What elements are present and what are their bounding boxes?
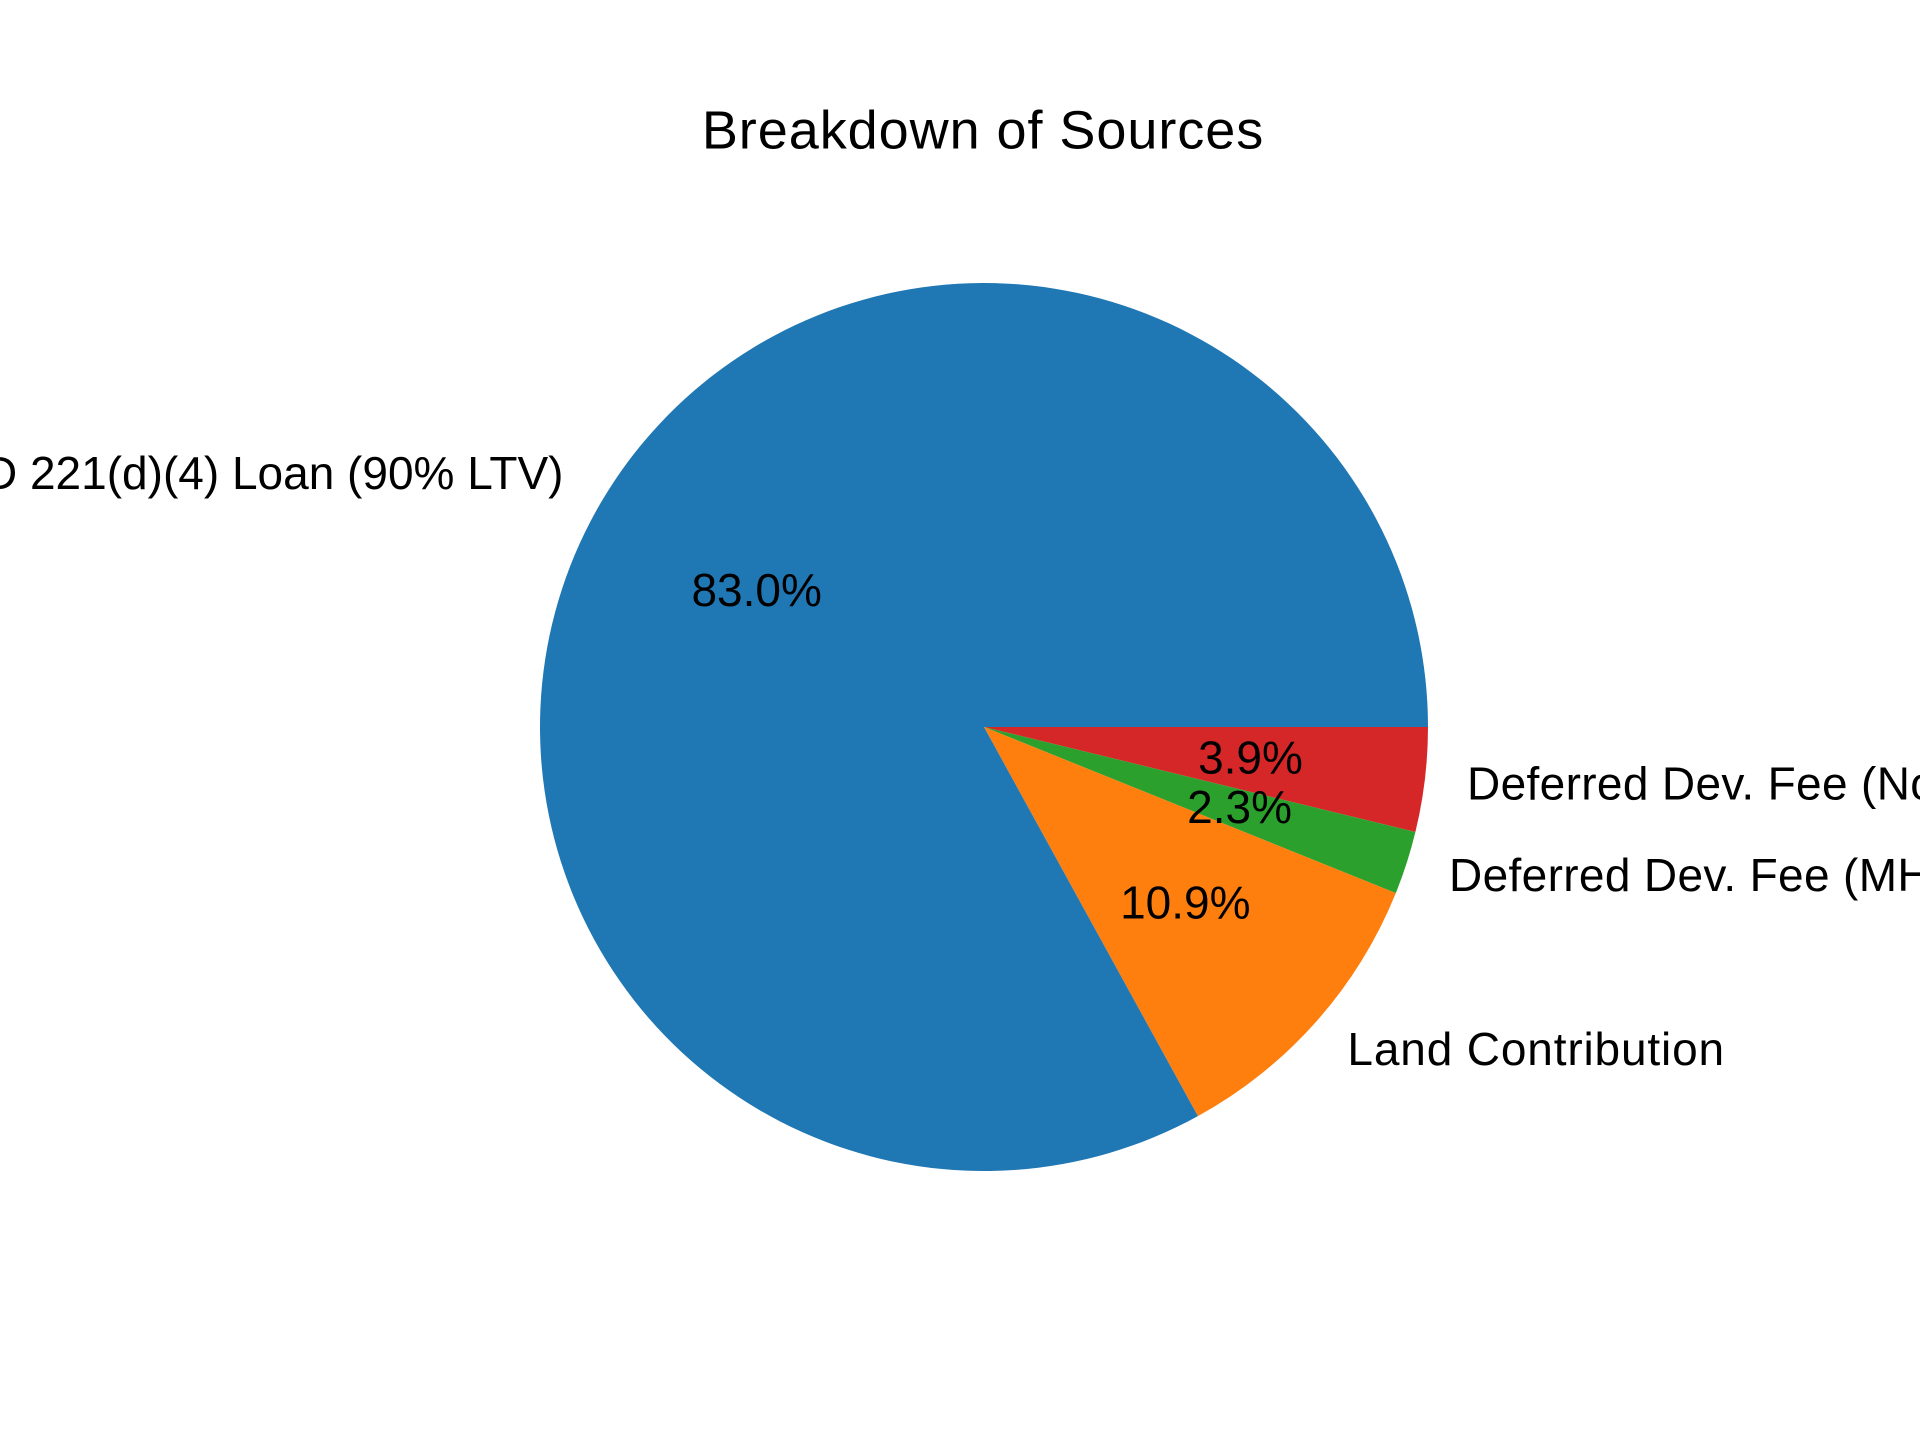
svg-text:Deferred Dev. Fee (Non-MHA): Deferred Dev. Fee (Non-MHA) — [1467, 758, 1920, 810]
svg-text:Deferred Dev. Fee (MHA): Deferred Dev. Fee (MHA) — [1449, 849, 1920, 901]
svg-text:HUD 221(d)(4) Loan (90% LTV): HUD 221(d)(4) Loan (90% LTV) — [0, 447, 564, 499]
svg-text:10.9%: 10.9% — [1120, 876, 1250, 928]
svg-text:3.9%: 3.9% — [1198, 731, 1303, 783]
svg-text:Breakdown of Sources: Breakdown of Sources — [702, 101, 1264, 161]
svg-text:2.3%: 2.3% — [1187, 781, 1292, 833]
svg-text:83.0%: 83.0% — [691, 564, 821, 616]
svg-text:Land Contribution: Land Contribution — [1347, 1023, 1725, 1075]
